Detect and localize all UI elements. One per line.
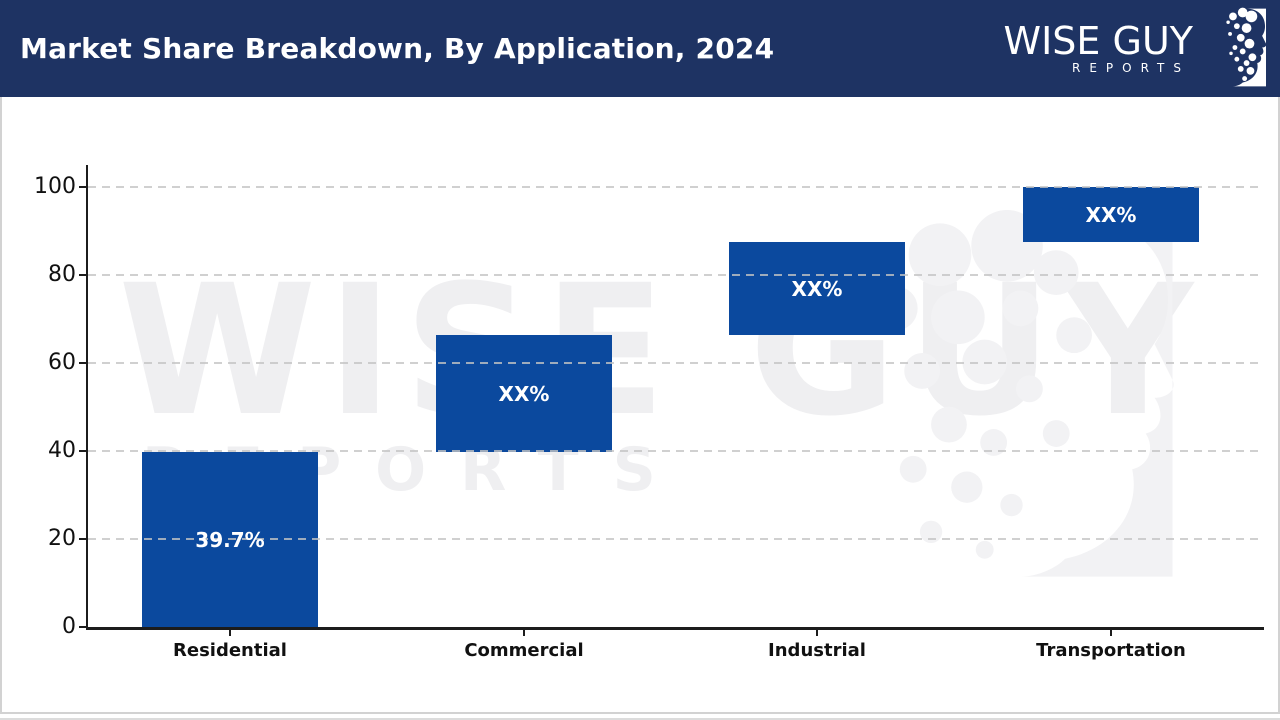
- x-category-label-transportation: Transportation: [1036, 640, 1186, 661]
- y-axis-line: [86, 165, 88, 629]
- x-tick-mark-residential: [229, 628, 231, 636]
- card-right-border: [1278, 97, 1280, 714]
- logo-subtext: REPORTS: [1071, 61, 1190, 75]
- y-tick-mark-80: [79, 274, 88, 276]
- y-tick-label-80: 80: [48, 262, 76, 287]
- x-tick-mark-commercial: [523, 628, 525, 636]
- y-tick-label-40: 40: [48, 438, 76, 463]
- x-tick-mark-industrial: [816, 628, 818, 636]
- bar-value-label-residential: 39.7%: [195, 527, 265, 552]
- x-category-label-residential: Residential: [173, 640, 287, 661]
- x-axis-line: [86, 627, 1264, 630]
- page-title: Market Share Breakdown, By Application, …: [20, 32, 775, 65]
- x-category-label-commercial: Commercial: [464, 640, 584, 661]
- watermark-subtext: REPORTS: [142, 435, 690, 505]
- y-tick-mark-0: [79, 626, 88, 628]
- y-tick-label-20: 20: [48, 526, 76, 551]
- dotted-profile-head-icon: [1226, 7, 1266, 87]
- card-bottom-border: [0, 712, 1280, 714]
- logo-wordmark: WISE GUY: [1003, 19, 1193, 63]
- y-tick-label-0: 0: [62, 614, 76, 639]
- y-tick-mark-60: [79, 362, 88, 364]
- header-bar: Market Share Breakdown, By Application, …: [0, 0, 1280, 97]
- watermark-wordmark: WISE GUY: [118, 247, 1204, 456]
- wise-guy-reports-logo: WISE GUY REPORTS: [1004, 0, 1268, 97]
- y-tick-mark-40: [79, 450, 88, 452]
- y-tick-label-100: 100: [34, 174, 76, 199]
- gridline-100: [88, 186, 1264, 188]
- page-bottom-edge: [0, 718, 1280, 720]
- y-tick-label-60: 60: [48, 350, 76, 375]
- y-tick-mark-20: [79, 538, 88, 540]
- dotted-profile-head-watermark: [872, 210, 1174, 577]
- x-tick-mark-transportation: [1110, 628, 1112, 636]
- y-tick-mark-100: [79, 186, 88, 188]
- x-category-label-industrial: Industrial: [768, 640, 866, 661]
- card-left-border: [0, 97, 2, 714]
